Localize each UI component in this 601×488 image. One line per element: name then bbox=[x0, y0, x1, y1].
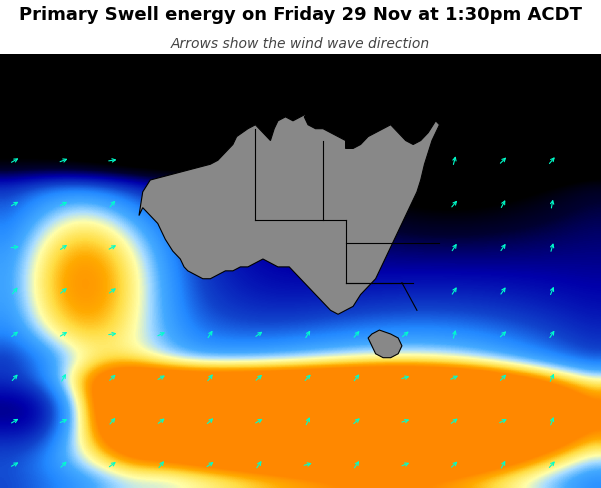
Polygon shape bbox=[139, 109, 439, 314]
Polygon shape bbox=[368, 330, 402, 358]
Text: Arrows show the wind wave direction: Arrows show the wind wave direction bbox=[171, 37, 430, 51]
Text: Primary Swell energy on Friday 29 Nov at 1:30pm ACDT: Primary Swell energy on Friday 29 Nov at… bbox=[19, 6, 582, 23]
